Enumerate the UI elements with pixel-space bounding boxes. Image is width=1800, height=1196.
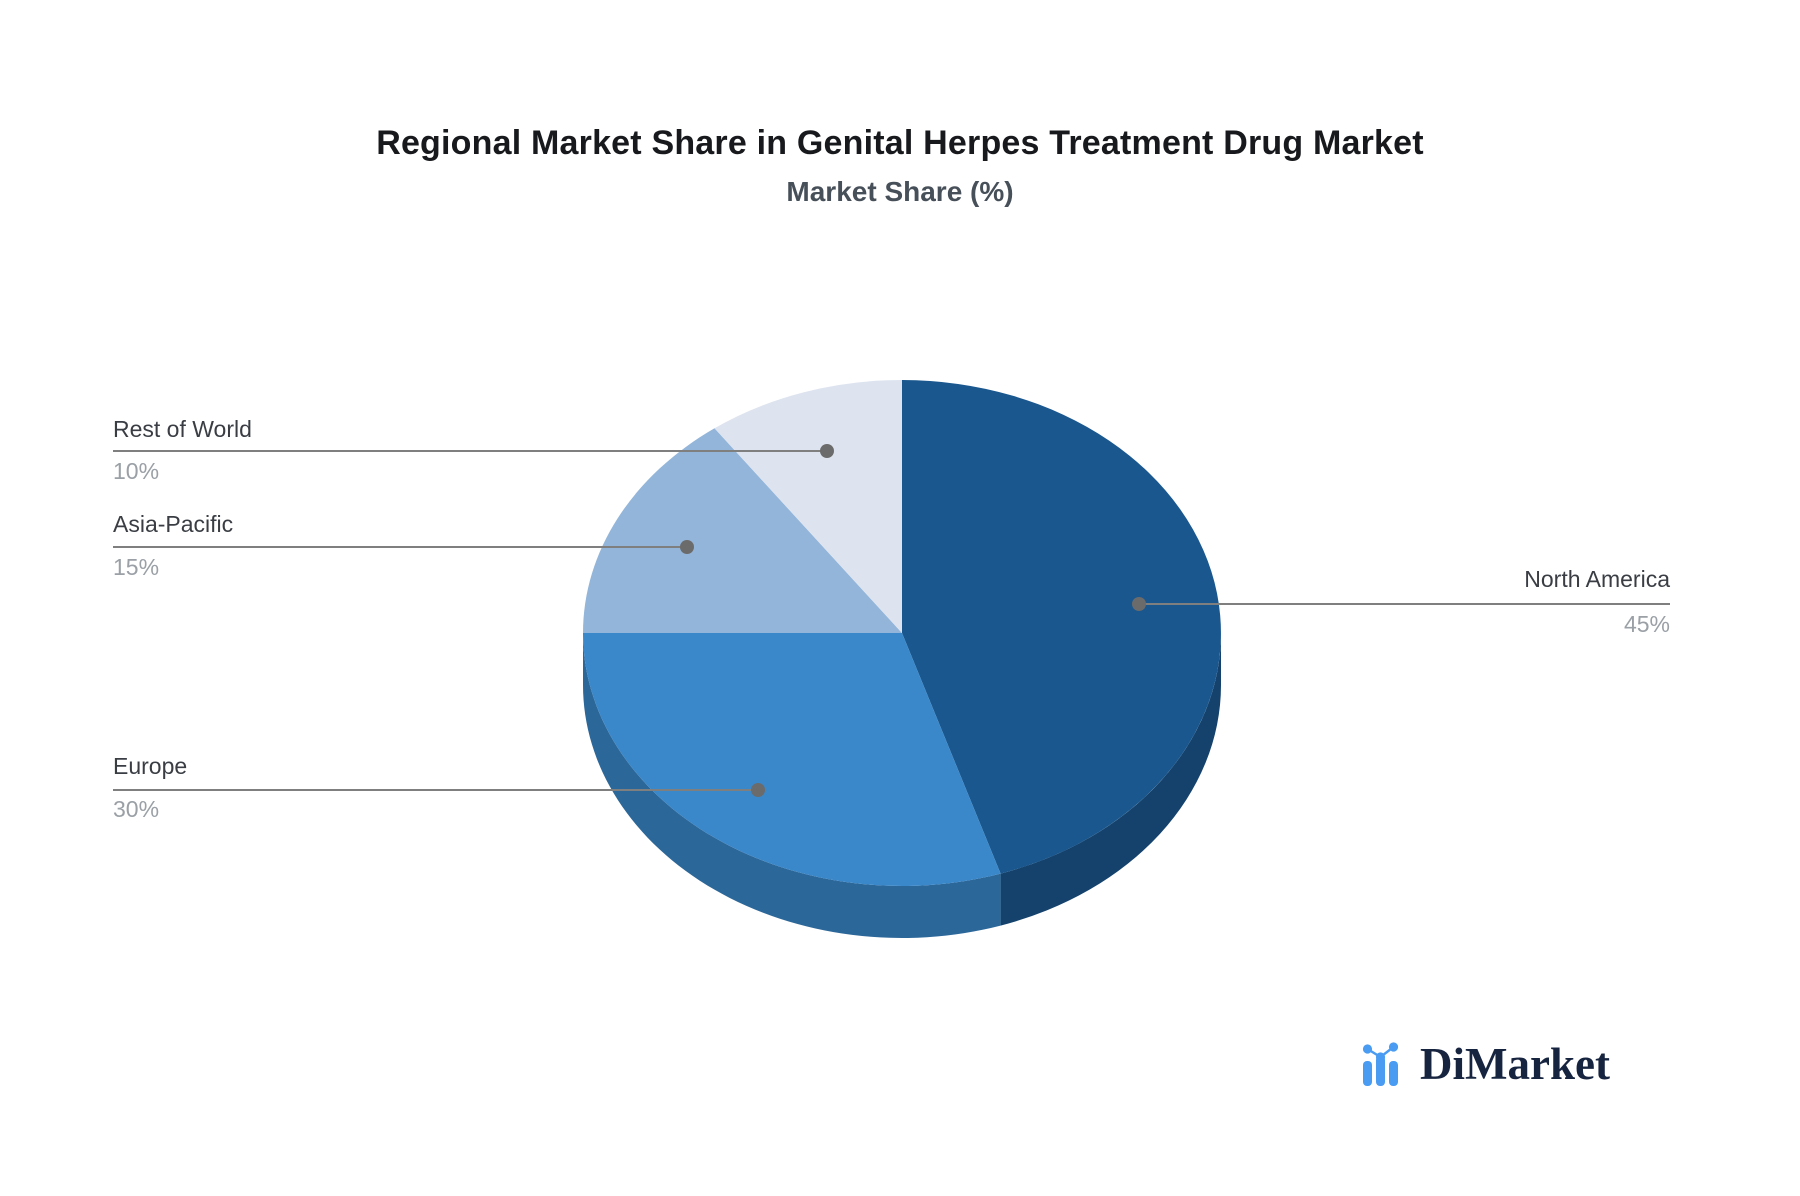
slice-value-rest-of-world: 10% — [113, 458, 160, 484]
slice-value-north-america: 45% — [1623, 611, 1670, 637]
brand-name: DiMarket — [1420, 1039, 1610, 1089]
bar-line-chart-icon — [1362, 1042, 1399, 1086]
brand-logo: DiMarket — [1360, 1040, 1610, 1088]
chart-subtitle: Market Share (%) — [786, 176, 1014, 207]
pie-slice-asia-pacific[interactable] — [582, 428, 902, 633]
pie-slice-side-north-america — [1000, 633, 1221, 926]
slice-label-rest-of-world: Rest of World — [113, 416, 252, 442]
leader-dot-europe — [751, 783, 765, 797]
pie-slice-rest-of-world[interactable] — [714, 380, 903, 633]
chart-title: Regional Market Share in Genital Herpes … — [376, 124, 1424, 162]
pie-slice-europe[interactable] — [583, 633, 1001, 886]
slice-label-north-america: North America — [1524, 566, 1670, 592]
leader-dot-asia-pacific — [680, 540, 694, 554]
pie-slice-side-europe — [583, 633, 1001, 938]
pie-slice-north-america[interactable] — [902, 380, 1221, 874]
leader-dot-rest-of-world — [820, 444, 834, 458]
slice-value-asia-pacific: 15% — [113, 554, 160, 580]
slice-value-europe: 30% — [113, 796, 160, 822]
leader-dot-north-america — [1132, 597, 1146, 611]
slice-label-asia-pacific: Asia-Pacific — [113, 511, 234, 537]
slice-label-europe: Europe — [113, 753, 188, 779]
